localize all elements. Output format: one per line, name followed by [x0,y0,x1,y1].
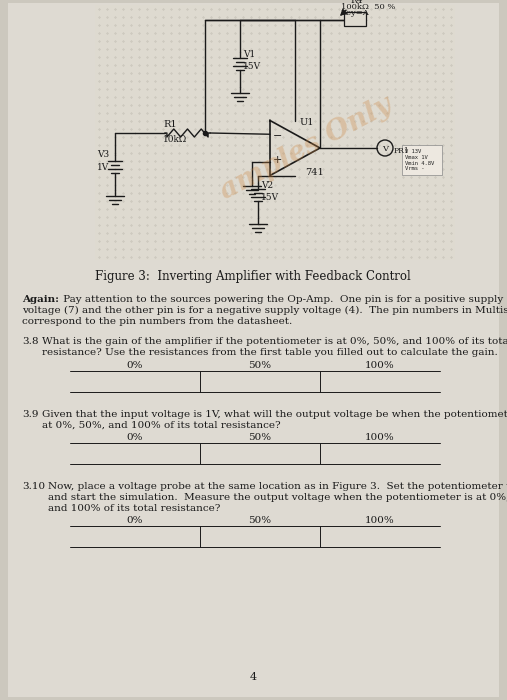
Text: 10kΩ: 10kΩ [163,135,187,144]
Text: resistance? Use the resistances from the first table you filled out to calculate: resistance? Use the resistances from the… [42,348,498,357]
Text: V2: V2 [261,181,273,190]
Text: 50%: 50% [248,361,272,370]
Text: amples Only: amples Only [215,91,396,205]
Text: 15V: 15V [261,193,279,202]
Text: 3.9: 3.9 [22,410,39,419]
Text: 1V: 1V [97,163,109,172]
Text: 100%: 100% [365,433,395,442]
Text: 50%: 50% [248,433,272,442]
Text: Pay attention to the sources powering the Op-Amp.  One pin is for a positive sup: Pay attention to the sources powering th… [60,295,503,304]
Text: Figure 3:  Inverting Amplifier with Feedback Control: Figure 3: Inverting Amplifier with Feedb… [95,270,411,283]
Text: 4: 4 [249,672,257,682]
Text: 3.10: 3.10 [22,482,45,491]
Text: U1: U1 [300,118,314,127]
Text: 50%: 50% [248,516,272,525]
Text: 0%: 0% [127,433,143,442]
Text: at 0%, 50%, and 100% of its total resistance?: at 0%, 50%, and 100% of its total resist… [42,421,281,430]
Text: 0%: 0% [127,516,143,525]
Text: 100%: 100% [365,361,395,370]
Text: 100%: 100% [365,516,395,525]
Text: V: V [382,145,388,153]
Text: Given that the input voltage is 1V, what will the output voltage be when the pot: Given that the input voltage is 1V, what… [42,410,507,419]
Text: and 100% of its total resistance?: and 100% of its total resistance? [48,504,221,513]
Text: What is the gain of the amplifier if the potentiometer is at 0%, 50%, and 100% o: What is the gain of the amplifier if the… [42,337,507,346]
Text: V1: V1 [243,50,255,59]
Text: 3.8: 3.8 [22,337,39,346]
Text: +: + [273,155,282,164]
FancyBboxPatch shape [344,12,366,26]
Text: V 13V
Vmax 1V
Vmin 4.8V
Vrms -: V 13V Vmax 1V Vmin 4.8V Vrms - [405,149,434,172]
Text: V3: V3 [97,150,109,159]
Text: voltage (7) and the other pin is for a negative supply voltage (4).  The pin num: voltage (7) and the other pin is for a n… [22,306,507,315]
Text: PR1: PR1 [394,147,410,155]
Text: −: − [273,132,282,141]
Text: R4: R4 [350,0,363,5]
Text: 100kΩ  50 %: 100kΩ 50 % [341,3,395,11]
Text: R1: R1 [163,120,176,129]
FancyBboxPatch shape [8,3,499,697]
Text: Key=A: Key=A [341,9,370,17]
Text: Now, place a voltage probe at the same location as in Figure 3.  Set the potenti: Now, place a voltage probe at the same l… [48,482,507,491]
Text: 0%: 0% [127,361,143,370]
Text: Again:: Again: [22,295,59,304]
Text: 741: 741 [305,168,324,177]
FancyBboxPatch shape [402,145,442,175]
FancyBboxPatch shape [95,5,455,260]
Text: and start the simulation.  Measure the output voltage when the potentiometer is : and start the simulation. Measure the ou… [48,493,507,502]
Text: correspond to the pin numbers from the datasheet.: correspond to the pin numbers from the d… [22,317,292,326]
Text: 15V: 15V [243,62,261,71]
